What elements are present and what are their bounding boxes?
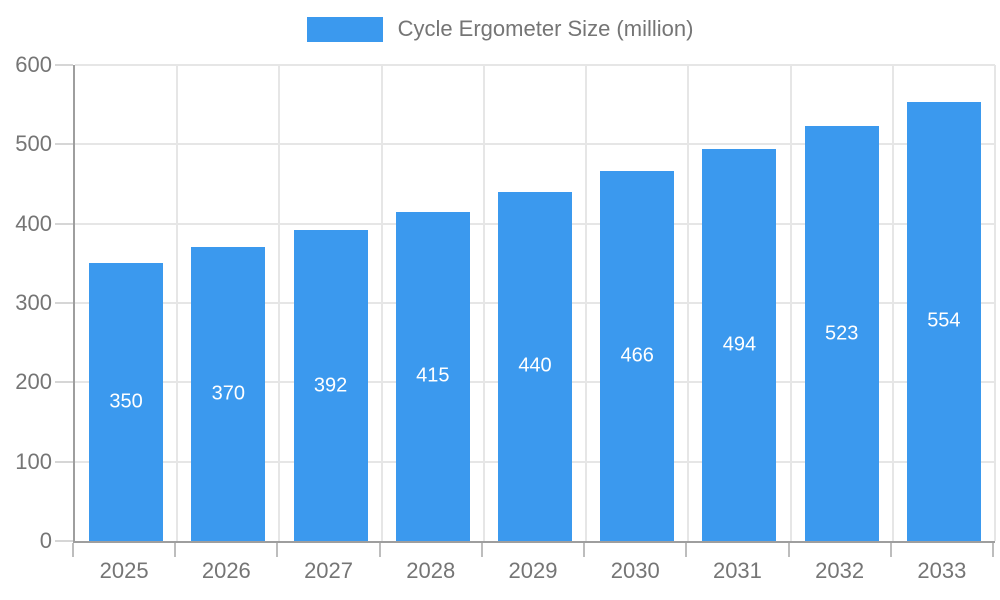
x-tick <box>276 543 279 557</box>
h-gridline <box>75 143 995 146</box>
y-tick <box>55 222 73 225</box>
y-tick <box>55 460 73 463</box>
bar: 350 <box>89 263 164 541</box>
x-tick <box>174 543 177 557</box>
x-axis-label: 2026 <box>201 558 251 583</box>
bar: 370 <box>191 247 266 541</box>
x-tick <box>685 543 688 557</box>
y-axis-label: 600 <box>15 52 52 77</box>
bar-value-label: 554 <box>927 309 961 332</box>
legend-swatch-icon <box>306 16 383 42</box>
bar-value-label: 523 <box>824 322 859 345</box>
y-axis-label: 200 <box>15 369 52 395</box>
x-axis-label: 2033 <box>917 558 967 583</box>
y-axis-label: 300 <box>15 290 52 315</box>
h-gridline <box>75 64 995 66</box>
v-gridline <box>789 65 792 541</box>
x-tick <box>787 543 790 557</box>
legend-item[interactable]: Cycle Ergometer Size (million) <box>0 16 1000 42</box>
x-tick <box>992 543 994 557</box>
y-tick <box>55 381 73 384</box>
y-axis-label: 0 <box>39 528 52 553</box>
v-gridline <box>482 65 485 541</box>
x-axis-label: 2025 <box>99 558 149 583</box>
x-tick <box>378 543 381 557</box>
x-axis-label: 2027 <box>304 558 354 583</box>
y-axis-label: 500 <box>15 131 52 157</box>
bar: 415 <box>395 211 470 541</box>
x-tick <box>889 543 892 557</box>
bar-value-label: 440 <box>518 354 552 377</box>
y-axis-label: 400 <box>15 210 52 236</box>
v-gridline <box>585 65 588 541</box>
y-tick <box>55 64 73 66</box>
x-tick <box>480 543 483 557</box>
y-axis-label: 100 <box>15 448 52 474</box>
x-axis-label: 2032 <box>815 558 865 583</box>
legend-label: Cycle Ergometer Size (million) <box>397 16 694 41</box>
v-gridline <box>176 65 179 541</box>
v-gridline <box>380 65 383 541</box>
x-axis-label: 2031 <box>712 558 762 583</box>
y-tick <box>55 540 73 542</box>
bar-value-label: 350 <box>109 390 143 413</box>
v-gridline <box>994 65 996 541</box>
x-tick <box>72 543 74 557</box>
bar-value-label: 494 <box>722 333 757 356</box>
x-tick <box>583 543 586 557</box>
plot-area: 350 370 392 415 440 466 494 523 554 <box>73 64 996 543</box>
bar: 554 <box>906 101 981 541</box>
v-gridline <box>687 65 690 541</box>
bar: 392 <box>293 230 368 541</box>
bar-value-label: 370 <box>211 382 246 405</box>
bar: 523 <box>804 126 879 541</box>
x-axis-label: 2028 <box>406 558 456 583</box>
y-tick <box>55 302 73 304</box>
bar: 466 <box>600 171 675 541</box>
v-gridline <box>278 65 281 541</box>
bar-value-label: 415 <box>416 364 450 387</box>
y-tick <box>55 143 73 146</box>
bar-value-label: 466 <box>620 344 654 367</box>
x-axis-label: 2029 <box>508 558 558 583</box>
bar: 440 <box>498 191 572 541</box>
bar-value-label: 392 <box>313 374 348 396</box>
x-axis-label: 2030 <box>610 558 660 583</box>
v-gridline <box>891 65 894 541</box>
bar: 494 <box>702 149 777 541</box>
